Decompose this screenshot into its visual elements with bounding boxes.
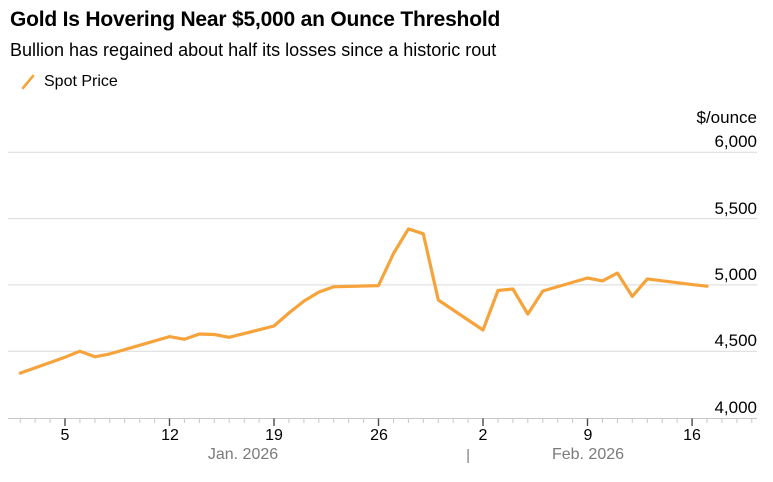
legend-label: Spot Price bbox=[44, 73, 118, 90]
spot-price-line bbox=[18, 227, 709, 375]
y-axis-tick-label: 4,000 bbox=[714, 398, 757, 417]
x-axis-tick-label: 16 bbox=[683, 427, 701, 444]
x-axis-tick-label: 26 bbox=[370, 427, 388, 444]
y-axis-unit-label: $/ounce bbox=[696, 108, 758, 127]
x-axis-tick-label: 5 bbox=[60, 427, 70, 444]
y-axis-tick-label: 5,000 bbox=[714, 265, 757, 284]
x-axis-tick-label: 19 bbox=[265, 427, 283, 444]
chart-title: Gold Is Hovering Near $5,000 an Ounce Th… bbox=[10, 8, 501, 31]
legend: Spot Price bbox=[21, 73, 118, 91]
y-axis-tick-label: 4,500 bbox=[714, 331, 757, 350]
y-axis-tick-label: 5,500 bbox=[714, 199, 757, 218]
y-axis-tick-label: 6,000 bbox=[714, 132, 757, 151]
x-axis-tick-label: 12 bbox=[161, 427, 179, 444]
line-series-icon bbox=[21, 74, 35, 90]
chart-subtitle: Bullion has regained about half its loss… bbox=[10, 40, 497, 60]
month-label-feb: Feb. 2026 bbox=[551, 446, 625, 463]
month-label-jan: Jan. 2026 bbox=[207, 446, 279, 463]
x-axis-tick-label: 2 bbox=[478, 427, 488, 444]
x-axis-tick-label: 9 bbox=[583, 427, 593, 444]
